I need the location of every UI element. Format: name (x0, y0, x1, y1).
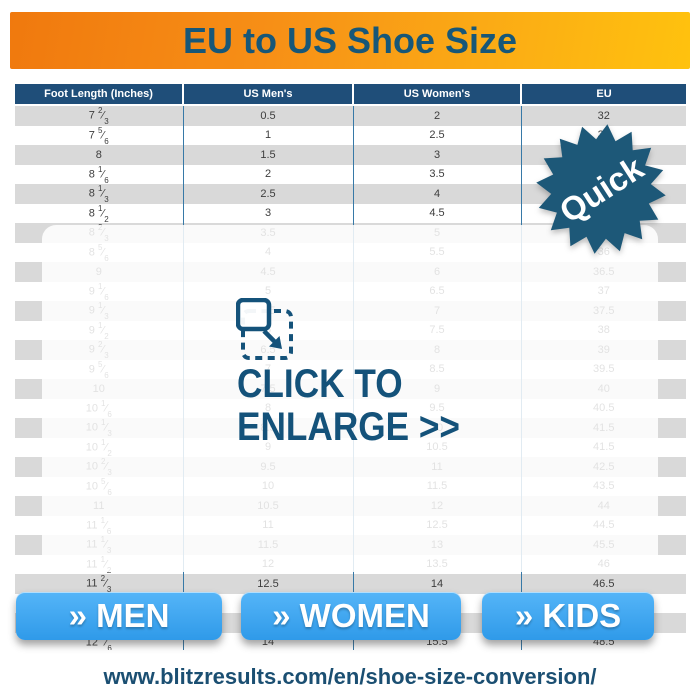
table-row: 11 2⁄3 12.5 14 46.5 (15, 574, 686, 594)
page-title: EU to US Shoe Size (182, 19, 518, 61)
cell-us-mens: 12.5 (182, 574, 353, 594)
cell-foot-length: 8 1⁄3 (15, 184, 183, 204)
column-header-eu: EU (520, 84, 686, 106)
cell-foot-length: 7 2⁄3 (15, 105, 183, 126)
header-banner: EU to US Shoe Size (10, 12, 690, 69)
column-header-foot-length: Foot Length (Inches) (15, 84, 183, 106)
cell-foot-length: 8 1⁄2 (15, 203, 183, 224)
enlarge-line-2: ENLARGE >> (237, 405, 460, 449)
quick-badge-starburst-icon: Quick (536, 124, 666, 254)
enlarge-line-1: CLICK TO (237, 362, 403, 406)
cell-us-mens: 2.5 (182, 184, 353, 204)
men-button[interactable]: » MEN (16, 592, 222, 640)
cell-foot-length: 11 2⁄3 (15, 574, 183, 594)
cell-foot-length: 8 1⁄6 (15, 164, 183, 185)
cell-eu: 32 (520, 105, 686, 126)
column-header-us-mens: US Men's (182, 84, 353, 106)
cell-us-mens: 2 (182, 164, 353, 184)
cell-us-womens: 2 (352, 105, 521, 126)
cell-foot-length: 8 (15, 145, 183, 165)
cell-us-mens: 1 (182, 125, 353, 145)
cell-us-mens: 1.5 (182, 145, 353, 165)
cell-foot-length: 7 5⁄6 (15, 125, 183, 146)
column-header-us-womens: US Women's (352, 84, 521, 106)
table-row: 7 2⁄3 0.5 2 32 (15, 105, 686, 126)
site-url-link[interactable]: www.blitzresults.com/en/shoe-size-conver… (103, 664, 597, 689)
table-header-row: Foot Length (Inches) US Men's US Women's EU (15, 84, 686, 106)
cell-us-womens: 3.5 (352, 164, 521, 184)
kids-button[interactable]: » KIDS (482, 592, 654, 640)
cell-us-womens: 14 (352, 574, 521, 594)
cell-us-womens: 3 (352, 145, 521, 165)
enlarge-icon[interactable] (236, 298, 294, 362)
cell-us-mens: 0.5 (182, 105, 353, 126)
cell-us-womens: 4 (352, 184, 521, 204)
cell-eu: 46.5 (520, 574, 686, 594)
cell-us-womens: 2.5 (352, 125, 521, 145)
click-to-enlarge-overlay[interactable] (42, 225, 658, 572)
cell-us-womens: 4.5 (352, 203, 521, 223)
cell-us-mens: 3 (182, 203, 353, 223)
click-to-enlarge-label[interactable]: CLICK TO ENLARGE >> (237, 363, 460, 449)
women-button[interactable]: » WOMEN (241, 592, 461, 640)
